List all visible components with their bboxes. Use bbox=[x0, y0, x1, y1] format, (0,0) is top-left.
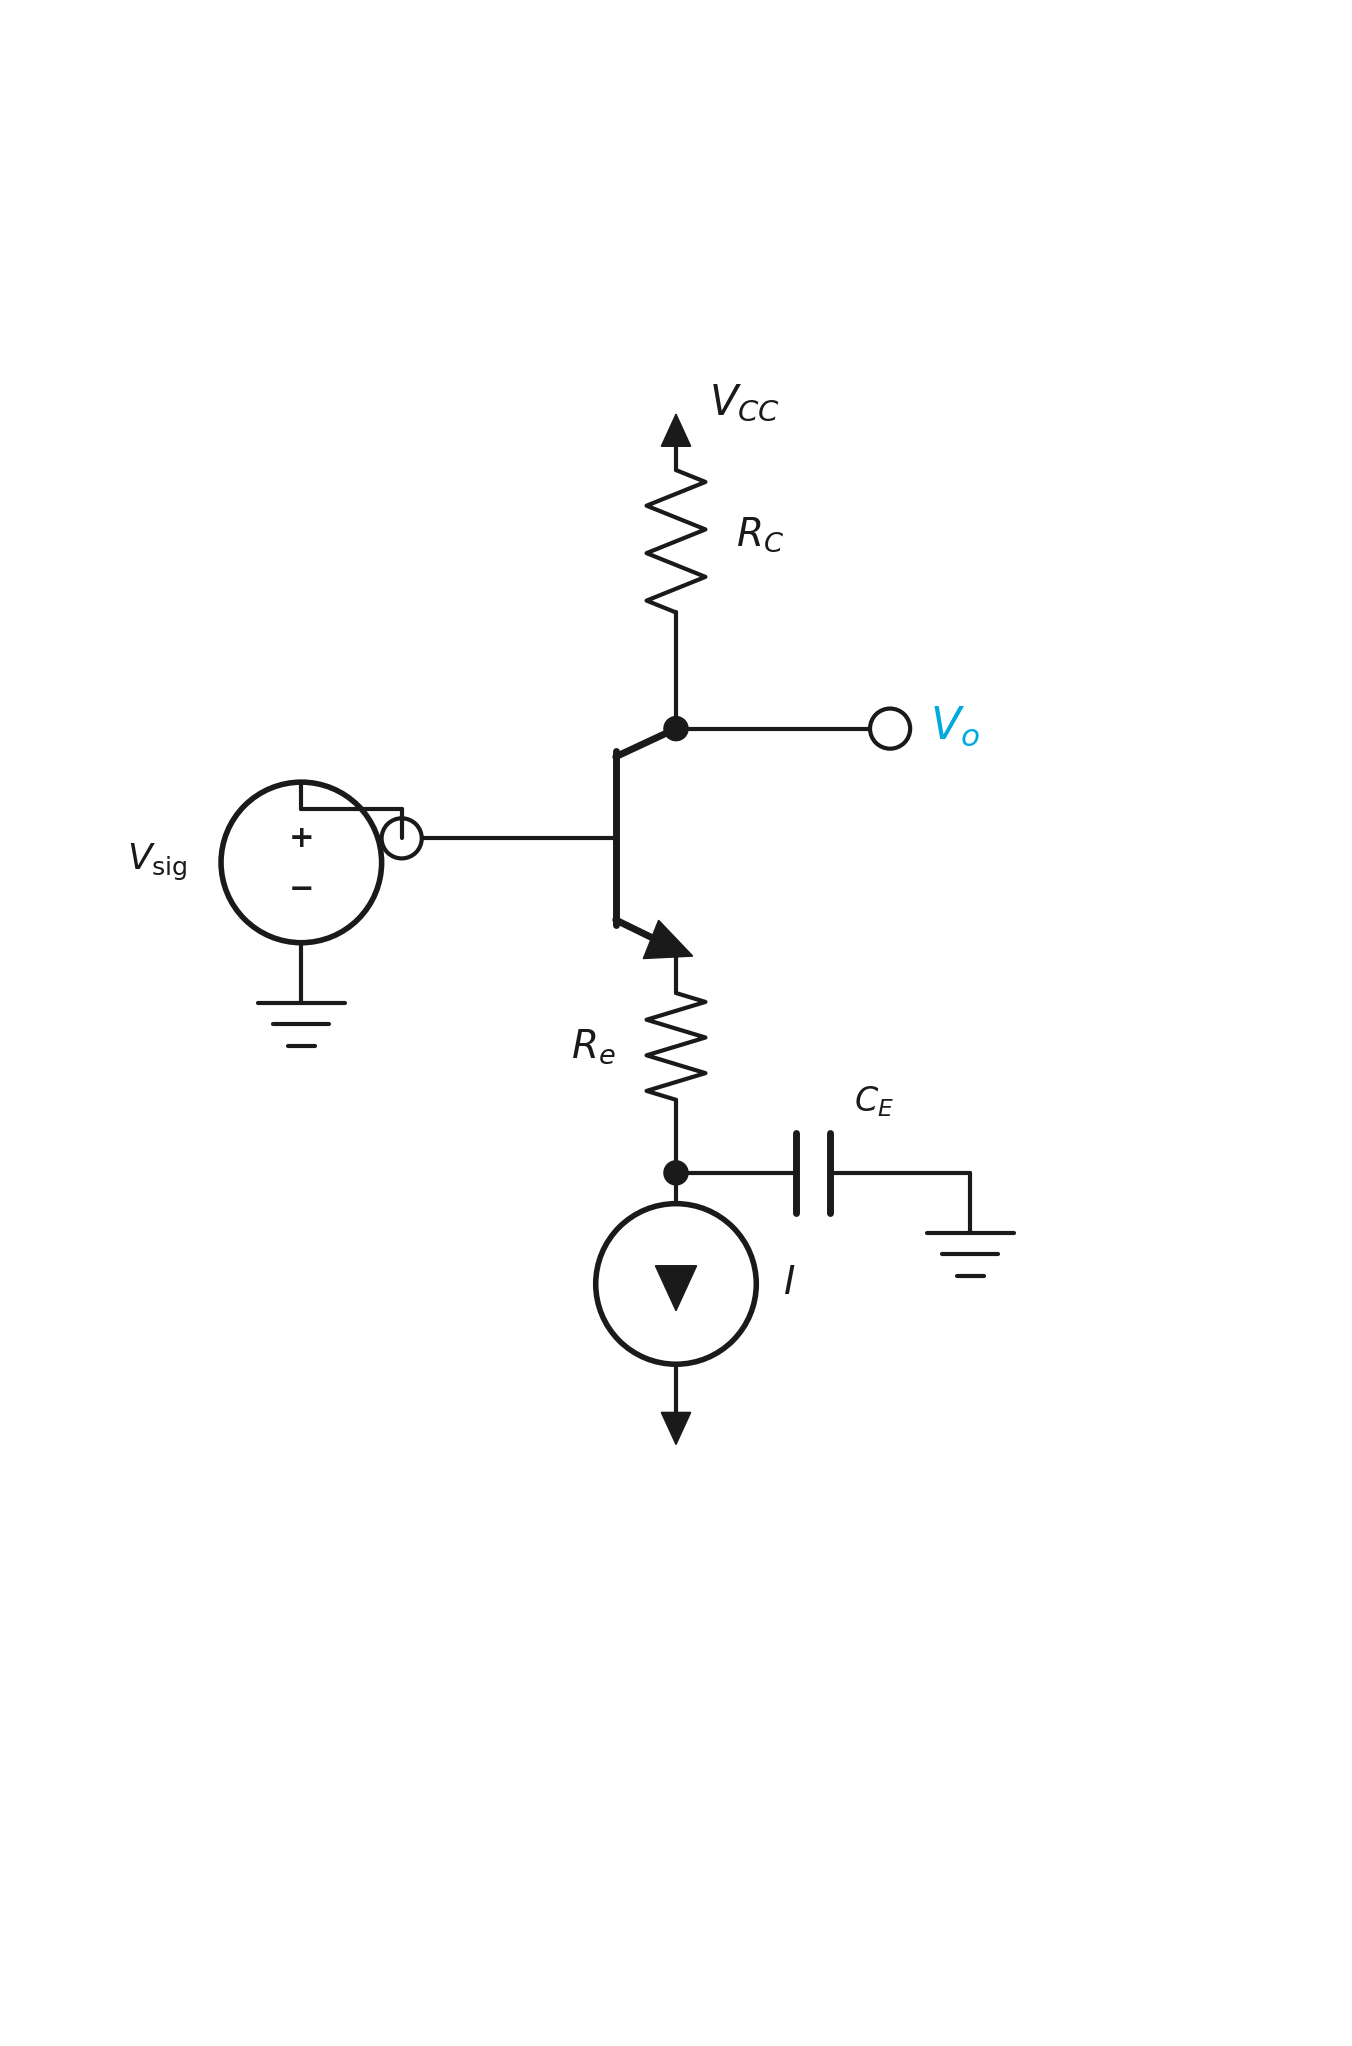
Text: $V_{CC}$: $V_{CC}$ bbox=[710, 383, 780, 424]
Text: $V_o$: $V_o$ bbox=[930, 704, 980, 747]
Polygon shape bbox=[656, 1266, 696, 1311]
Polygon shape bbox=[661, 1412, 691, 1444]
Text: −: − bbox=[288, 876, 314, 904]
Polygon shape bbox=[661, 413, 691, 446]
Text: $R_e$: $R_e$ bbox=[571, 1027, 615, 1066]
Circle shape bbox=[664, 716, 688, 741]
Text: +: + bbox=[288, 825, 314, 853]
Text: $I$: $I$ bbox=[783, 1264, 795, 1303]
Text: $R_C$: $R_C$ bbox=[737, 516, 784, 554]
Polygon shape bbox=[644, 921, 692, 958]
Text: $C_E$: $C_E$ bbox=[854, 1084, 894, 1119]
Text: $V_\mathrm{sig}$: $V_\mathrm{sig}$ bbox=[127, 841, 188, 884]
Circle shape bbox=[664, 1160, 688, 1185]
